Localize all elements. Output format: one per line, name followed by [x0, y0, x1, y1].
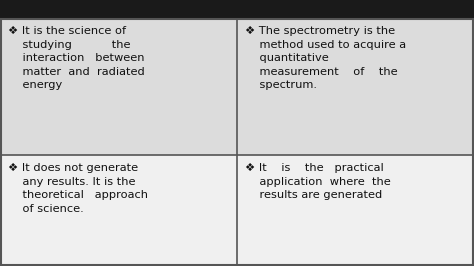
Bar: [237, 155, 474, 266]
Bar: [0, 0, 474, 18]
Text: ❖ The spectrometry is the
    method used to acquire a
    quantitative
    meas: ❖ The spectrometry is the method used to…: [245, 26, 406, 90]
Bar: [237, 18, 474, 155]
Text: ❖ It is the science of
    studying           the
    interaction   between
    : ❖ It is the science of studying the inte…: [8, 26, 145, 90]
Bar: [0, 155, 237, 266]
Text: ❖ It    is    the   practical
    application  where  the
    results are genera: ❖ It is the practical application where …: [245, 163, 391, 200]
Bar: [0, 18, 237, 155]
Text: ❖ It does not generate
    any results. It is the
    theoretical   approach
   : ❖ It does not generate any results. It i…: [8, 163, 148, 214]
